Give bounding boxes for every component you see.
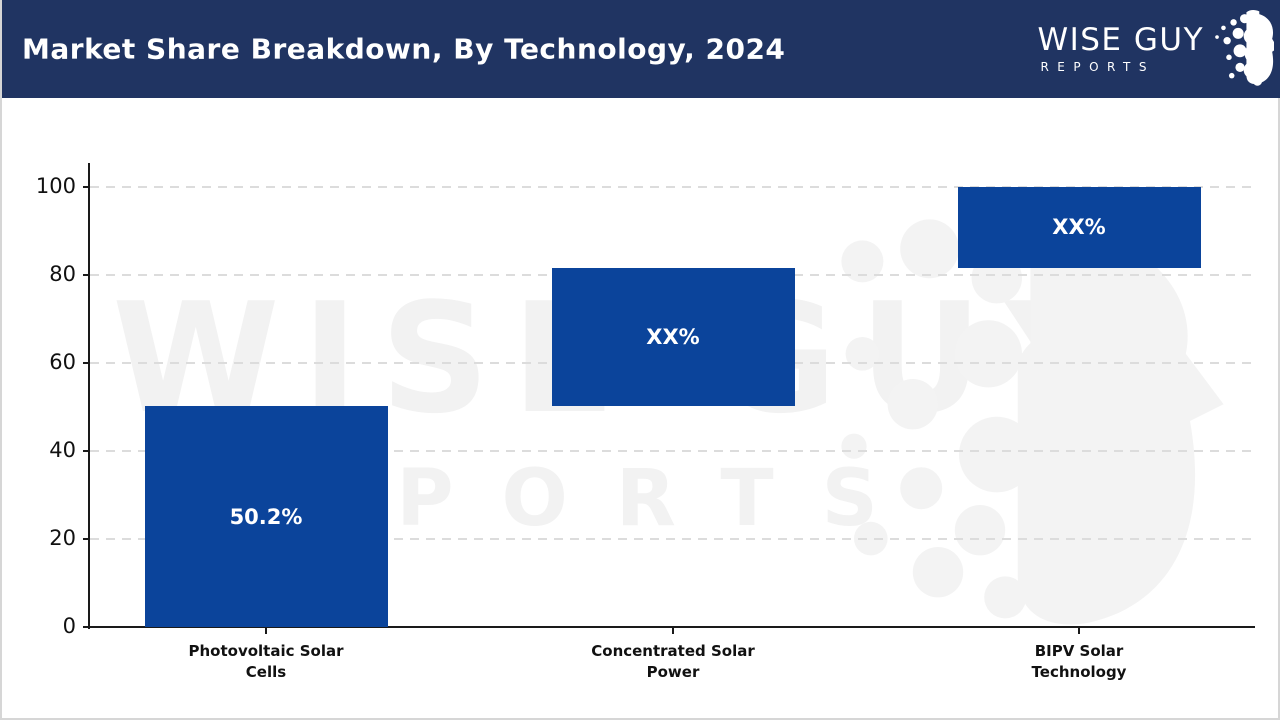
- y-tick-80: [83, 274, 90, 276]
- x-tick-1: [672, 628, 674, 634]
- x-axis-line: [88, 626, 1255, 628]
- x-category-label-0: Photovoltaic Solar Cells: [116, 641, 416, 683]
- wise-guy-reports-logo: WISE GUY REPORTS: [1037, 0, 1274, 98]
- y-tick-40: [83, 450, 90, 452]
- header: Market Share Breakdown, By Technology, 2…: [2, 0, 1280, 98]
- x-category-label-line: BIPV Solar: [1034, 642, 1124, 660]
- y-tick-0: [83, 626, 90, 628]
- bar-segment-2: XX%: [957, 187, 1201, 268]
- bar-value-label: XX%: [646, 324, 700, 349]
- gridline-40: [90, 450, 1255, 452]
- y-tick-label-0: 0: [62, 614, 76, 638]
- y-tick-label-20: 20: [49, 526, 76, 550]
- x-category-label-1: Concentrated Solar Power: [523, 641, 823, 683]
- chart-area: WISE GUY REPORTS: [2, 98, 1280, 718]
- x-tick-0: [265, 628, 267, 634]
- bar-value-label: XX%: [1052, 215, 1106, 240]
- gridline-100: [90, 186, 1255, 188]
- y-tick-label-100: 100: [35, 174, 76, 198]
- y-tick-label-60: 60: [49, 350, 76, 374]
- y-tick-20: [83, 538, 90, 540]
- y-axis-line: [88, 163, 90, 629]
- plot: 0 20 40 60 80 100 50.2% Photovoltaic Solar Cells…: [2, 98, 1280, 718]
- x-category-label-line: Photovoltaic Solar: [188, 642, 344, 660]
- dotted-head-icon: [1215, 10, 1274, 86]
- x-category-label-2: BIPV Solar Technology: [929, 641, 1229, 683]
- y-tick-label-40: 40: [49, 438, 76, 462]
- gridline-20: [90, 538, 1255, 540]
- bar-segment-0: 50.2%: [144, 406, 388, 627]
- x-category-label-line: Technology: [1031, 663, 1127, 681]
- x-tick-2: [1078, 628, 1080, 634]
- logo-text: WISE GUY REPORTS: [1037, 21, 1204, 74]
- page-title: Market Share Breakdown, By Technology, 2…: [22, 32, 786, 66]
- x-category-label-line: Cells: [245, 663, 287, 681]
- y-tick-60: [83, 362, 90, 364]
- y-tick-label-80: 80: [49, 262, 76, 286]
- logo-subtitle: REPORTS: [1040, 59, 1155, 74]
- y-tick-100: [83, 186, 90, 188]
- x-category-label-line: Power: [646, 663, 700, 681]
- x-category-label-line: Concentrated Solar: [591, 642, 755, 660]
- watermark-head-icon: [841, 219, 1224, 625]
- logo-wordmark: WISE GUY: [1037, 21, 1204, 58]
- bar-value-label: 50.2%: [229, 504, 303, 529]
- bar-segment-1: XX%: [551, 267, 795, 407]
